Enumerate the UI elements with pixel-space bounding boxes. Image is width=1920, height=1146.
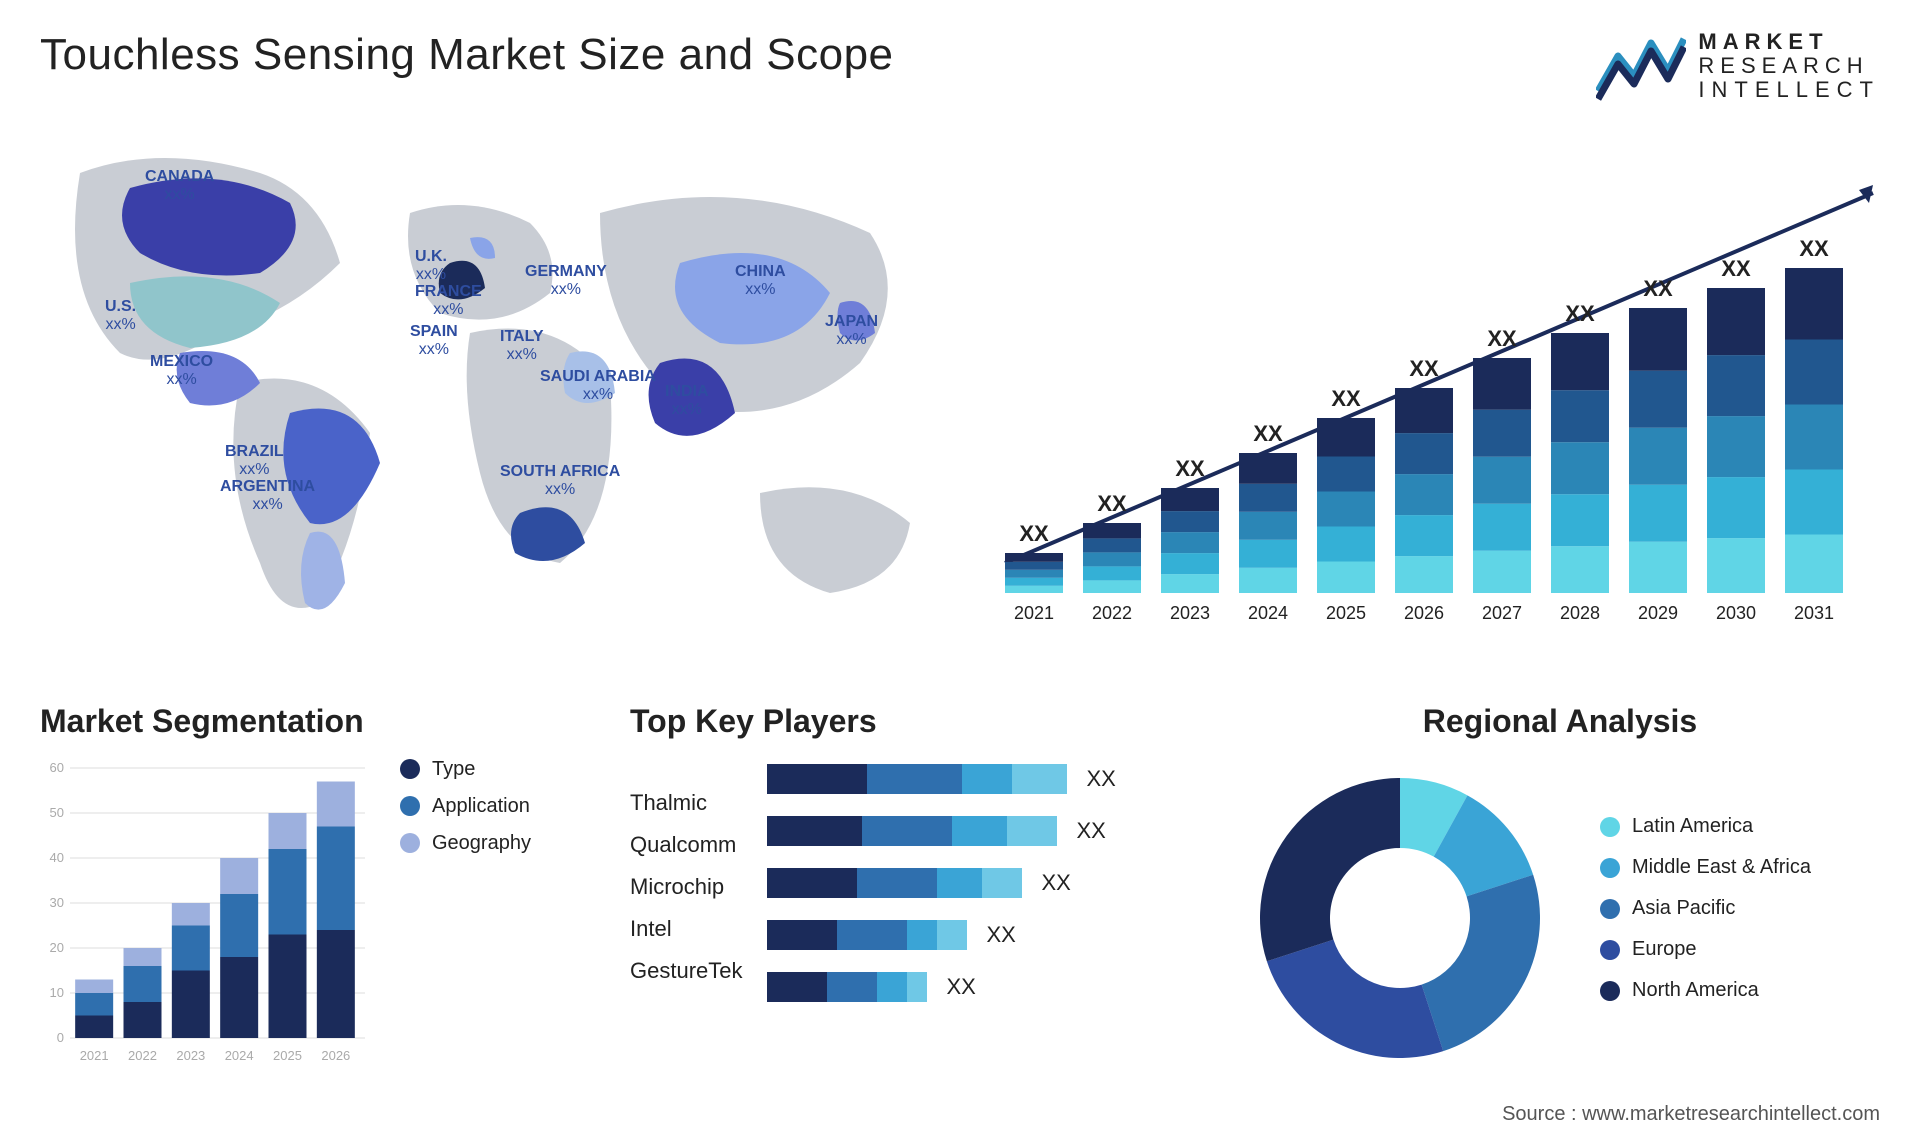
logo-icon [1596, 31, 1686, 101]
svg-text:XX: XX [1097, 491, 1127, 516]
map-label-france: FRANCExx% [415, 283, 482, 320]
map-label-mexico: MEXICOxx% [150, 353, 213, 390]
player-name-intel: Intel [630, 916, 743, 958]
svg-text:2022: 2022 [128, 1048, 157, 1063]
regional-donut [1240, 758, 1560, 1078]
svg-text:XX: XX [1409, 356, 1439, 381]
svg-text:2021: 2021 [80, 1048, 109, 1063]
map-label-uk: U.K.xx% [415, 248, 447, 285]
map-label-saudiarabia: SAUDI ARABIAxx% [540, 368, 656, 405]
player-names-list: ThalmicQualcommMicrochipIntelGestureTek [630, 758, 743, 1018]
svg-text:2024: 2024 [1248, 603, 1288, 623]
segmentation-chart: 0 10 20 30 40 50 60 2021 2022 2023 2024 2025 2026 [40, 758, 370, 1068]
source-attribution: Source : www.marketresearchintellect.com [1502, 1103, 1880, 1126]
seg-legend-type: Type [400, 758, 531, 781]
svg-text:XX: XX [1175, 456, 1205, 481]
map-label-india: INDIAxx% [665, 383, 709, 420]
seg-legend-application: Application [400, 795, 531, 818]
svg-text:2023: 2023 [176, 1048, 205, 1063]
player-bar-microchip: XX [767, 862, 1116, 904]
svg-text:XX: XX [1721, 256, 1751, 281]
svg-text:50: 50 [50, 805, 64, 820]
player-name-thalmic: Thalmic [630, 790, 743, 832]
svg-text:2025: 2025 [273, 1048, 302, 1063]
segmentation-legend: Type Application Geography [400, 758, 531, 1068]
svg-text:XX: XX [1643, 276, 1673, 301]
svg-text:2022: 2022 [1092, 603, 1132, 623]
svg-text:2025: 2025 [1326, 603, 1366, 623]
player-name-microchip: Microchip [630, 874, 743, 916]
svg-text:2029: 2029 [1638, 603, 1678, 623]
svg-text:2028: 2028 [1560, 603, 1600, 623]
svg-text:0: 0 [57, 1030, 64, 1045]
segmentation-title: Market Segmentation [40, 703, 600, 740]
brand-logo: MARKET RESEARCH INTELLECT [1596, 30, 1880, 103]
svg-text:2031: 2031 [1794, 603, 1834, 623]
key-players-panel: Top Key Players ThalmicQualcommMicrochip… [630, 703, 1210, 1103]
player-bars: XX XX XX XX XX [767, 758, 1116, 1018]
regional-analysis-panel: Regional Analysis Latin America Middle Ea… [1240, 703, 1880, 1103]
growth-chart-panel: XX 2021 XX 2022 XX 2023 XX 2024 XX 2025 XX 2026 XX 20… [990, 133, 1880, 663]
svg-text:2024: 2024 [225, 1048, 254, 1063]
region-legend-asia-pacific: Asia Pacific [1600, 897, 1811, 920]
svg-text:XX: XX [1799, 236, 1829, 261]
regional-title: Regional Analysis [1240, 703, 1880, 740]
player-bar-thalmic: XX [767, 758, 1116, 800]
svg-text:XX: XX [1487, 326, 1517, 351]
region-legend-latin-america: Latin America [1600, 815, 1811, 838]
map-label-spain: SPAINxx% [410, 323, 458, 360]
market-segmentation-panel: Market Segmentation 0 10 20 30 40 50 60 2021 202… [40, 703, 600, 1103]
svg-text:10: 10 [50, 985, 64, 1000]
svg-text:2021: 2021 [1014, 603, 1054, 623]
player-name-qualcomm: Qualcomm [630, 832, 743, 874]
map-label-us: U.S.xx% [105, 298, 136, 335]
player-bar-gesturetek: XX [767, 966, 1116, 1008]
seg-legend-geography: Geography [400, 832, 531, 855]
map-label-china: CHINAxx% [735, 263, 786, 300]
svg-text:XX: XX [1019, 521, 1049, 546]
page-title: Touchless Sensing Market Size and Scope [40, 30, 894, 80]
key-players-title: Top Key Players [630, 703, 1210, 740]
svg-text:30: 30 [50, 895, 64, 910]
map-label-argentina: ARGENTINAxx% [220, 478, 315, 515]
map-label-germany: GERMANYxx% [525, 263, 607, 300]
map-label-brazil: BRAZILxx% [225, 443, 284, 480]
svg-text:2023: 2023 [1170, 603, 1210, 623]
logo-line3: INTELLECT [1698, 78, 1880, 102]
player-bar-intel: XX [767, 914, 1116, 956]
svg-text:XX: XX [1331, 386, 1361, 411]
regional-legend: Latin America Middle East & Africa Asia Pa… [1600, 815, 1811, 1020]
map-label-canada: CANADAxx% [145, 168, 214, 205]
svg-text:XX: XX [1565, 301, 1595, 326]
growth-bar-chart: XX 2021 XX 2022 XX 2023 XX 2024 XX 2025 XX 2026 XX 20… [990, 133, 1880, 633]
player-bar-qualcomm: XX [767, 810, 1116, 852]
svg-text:20: 20 [50, 940, 64, 955]
region-legend-middle-east---africa: Middle East & Africa [1600, 856, 1811, 879]
svg-text:2027: 2027 [1482, 603, 1522, 623]
world-map-panel: CANADAxx% U.S.xx% MEXICOxx% BRAZILxx%ARGENT… [40, 133, 950, 663]
svg-text:2026: 2026 [1404, 603, 1444, 623]
svg-text:XX: XX [1253, 421, 1283, 446]
svg-text:2030: 2030 [1716, 603, 1756, 623]
player-name-gesturetek: GestureTek [630, 958, 743, 1000]
map-label-italy: ITALYxx% [500, 328, 544, 365]
region-legend-north-america: North America [1600, 979, 1811, 1002]
map-label-southafrica: SOUTH AFRICAxx% [500, 463, 620, 500]
map-label-japan: JAPANxx% [825, 313, 878, 350]
svg-text:60: 60 [50, 760, 64, 775]
logo-line1: MARKET [1698, 30, 1880, 54]
svg-text:2026: 2026 [321, 1048, 350, 1063]
logo-line2: RESEARCH [1698, 54, 1880, 78]
region-legend-europe: Europe [1600, 938, 1811, 961]
svg-text:40: 40 [50, 850, 64, 865]
